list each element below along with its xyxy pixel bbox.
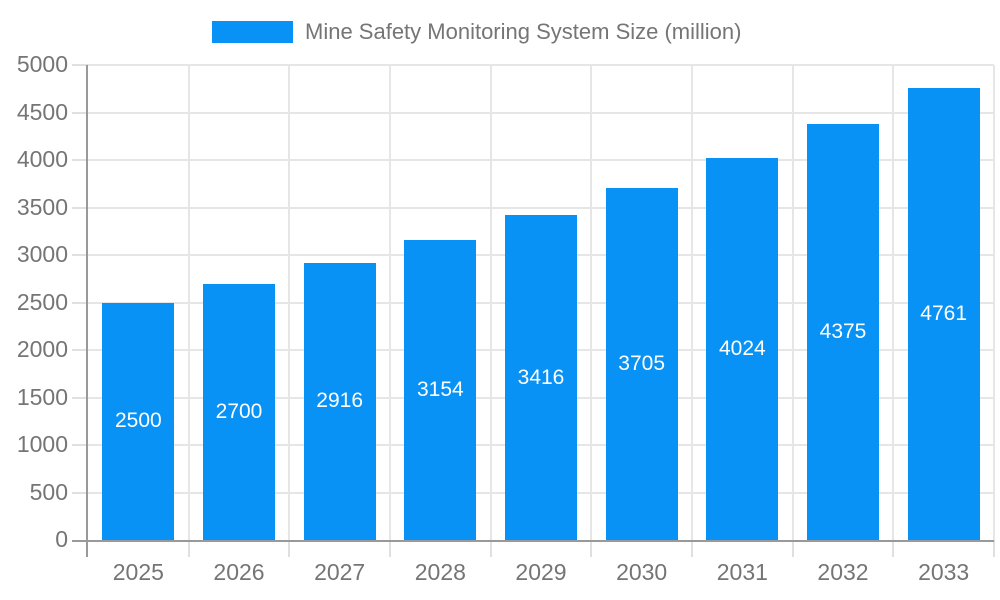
y-axis-label: 2500 [16,288,68,315]
y-axis-tick [72,491,88,494]
bar-value-label: 2500 [114,409,162,433]
x-axis-label: 2028 [414,559,466,585]
y-axis-tick [72,159,88,161]
y-axis-label: 3000 [16,240,68,267]
v-gridline [691,65,693,540]
y-axis-tick [72,64,88,66]
y-axis-label: 1500 [16,383,68,410]
x-axis-tick [389,540,391,557]
bar-2030 [605,188,678,540]
bar-2026 [203,283,275,540]
y-axis-line [86,65,88,557]
x-axis-tick [892,540,895,557]
y-axis-label: 500 [29,478,68,505]
y-axis-label: 2000 [16,335,68,362]
y-axis-tick [72,254,88,256]
v-gridline [187,65,190,540]
bar-value-label: 3154 [416,378,464,402]
bar-value-label: 3416 [517,365,565,389]
y-axis-tick [72,349,88,351]
y-axis-label: 5000 [16,50,68,77]
x-axis-tick [791,540,794,557]
bar-value-label: 2700 [215,399,263,423]
y-axis-label: 0 [55,525,68,552]
x-axis-line [72,540,994,542]
v-gridline [288,65,291,540]
x-axis-label: 2025 [112,559,164,585]
bar-value-label: 4761 [920,301,968,325]
x-axis-tick [187,540,190,557]
y-axis-label: 1000 [16,430,68,457]
bar-2033 [907,87,980,540]
x-axis-label: 2026 [213,559,265,585]
v-gridline [389,65,391,540]
v-gridline [993,65,995,540]
x-axis-label: 2032 [817,559,869,585]
v-gridline [791,65,794,540]
v-gridline [590,65,593,540]
bar-2032 [807,124,879,540]
x-axis-tick [590,540,593,557]
bar-2028 [404,240,477,540]
chart-legend: Mine Safety Monitoring System Size (mill… [212,21,741,43]
x-axis-label: 2030 [616,559,668,585]
h-gridline [88,64,994,66]
x-axis-tick [993,540,995,557]
y-axis-label: 3500 [16,193,68,220]
h-gridline [88,159,994,161]
bar-2027 [303,262,376,540]
h-gridline [88,111,994,114]
y-axis-label: 4500 [16,98,68,125]
bar-2031 [706,157,779,540]
x-axis-tick [489,540,492,557]
h-gridline [88,206,994,209]
x-axis-label: 2027 [314,559,366,585]
bar-value-label: 3705 [618,352,666,375]
y-axis-tick [72,301,88,304]
y-axis-tick [72,396,88,399]
v-gridline [892,65,895,540]
bar-2029 [505,215,577,540]
x-axis-tick [288,540,291,557]
bar-value-label: 2916 [316,389,364,413]
bar-2025 [102,302,175,540]
y-axis-tick [72,206,88,209]
y-axis-tick [72,111,88,114]
x-axis-label: 2029 [515,559,567,585]
x-axis-label: 2031 [716,559,768,585]
v-gridline [489,65,492,540]
bar-value-label: 4375 [819,320,867,344]
bar-value-label: 4024 [718,336,766,360]
x-axis-label: 2033 [918,559,970,585]
x-axis-tick [691,540,693,557]
y-axis-tick [72,444,88,446]
y-axis-label: 4000 [16,145,68,172]
legend-label: Mine Safety Monitoring System Size (mill… [305,19,742,44]
legend-swatch [212,21,293,43]
